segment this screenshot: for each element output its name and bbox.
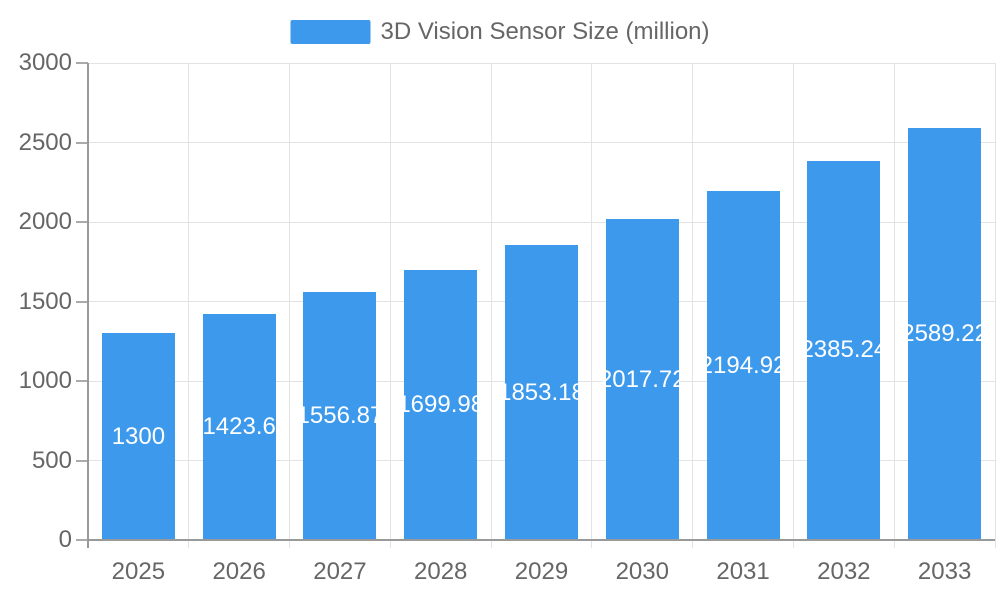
bar-2028[interactable] xyxy=(404,269,478,540)
y-axis-label-3000: 3000 xyxy=(18,49,72,76)
y-axis-label-2000: 2000 xyxy=(18,208,72,235)
y-tick-2000 xyxy=(76,221,88,223)
gridline-v-7 xyxy=(792,63,794,548)
x-axis-line xyxy=(87,539,995,541)
x-axis-label-2031: 2031 xyxy=(716,558,770,585)
legend[interactable]: 3D Vision Sensor Size (million) xyxy=(290,18,710,45)
bar-2033[interactable] xyxy=(908,128,982,540)
gridline-v-1 xyxy=(188,63,190,548)
y-tick-3000 xyxy=(76,62,88,64)
bar-2029[interactable] xyxy=(505,245,578,540)
y-axis-label-0: 0 xyxy=(58,526,72,553)
y-tick-1500 xyxy=(76,300,88,303)
y-axis-label-2500: 2500 xyxy=(18,128,72,156)
y-tick-1000 xyxy=(76,380,88,382)
gridline-h-2500 xyxy=(88,142,995,143)
bar-2030[interactable] xyxy=(605,219,679,540)
gridline-v-8 xyxy=(893,63,895,548)
gridline-v-6 xyxy=(692,63,694,548)
y-tick-500 xyxy=(76,459,88,462)
x-axis-label-2027: 2027 xyxy=(313,558,367,585)
gridline-h-2000 xyxy=(88,221,995,223)
x-axis-label-2026: 2026 xyxy=(212,558,266,585)
y-tick-0 xyxy=(76,539,88,541)
gridline-h-3000 xyxy=(88,62,995,64)
x-axis-label-2025: 2025 xyxy=(111,558,166,585)
gridline-v-3 xyxy=(389,63,391,548)
gridline-v-9 xyxy=(994,63,996,548)
bar-2027[interactable] xyxy=(303,292,377,540)
y-axis-label-500: 500 xyxy=(31,446,72,474)
legend-swatch xyxy=(290,20,371,44)
bar-2032[interactable] xyxy=(807,160,881,540)
bar-2025[interactable] xyxy=(101,333,175,540)
bar-2026[interactable] xyxy=(202,313,276,540)
y-axis-label-1500: 1500 xyxy=(18,287,72,315)
gridline-v-2 xyxy=(289,63,291,548)
legend-label: 3D Vision Sensor Size (million) xyxy=(380,18,710,45)
gridline-v-5 xyxy=(591,63,593,548)
x-axis-label-2029: 2029 xyxy=(514,558,569,585)
x-axis-label-2033: 2033 xyxy=(917,558,972,585)
y-axis-label-1000: 1000 xyxy=(18,367,72,394)
bar-2031[interactable] xyxy=(706,191,780,540)
x-axis-label-2030: 2030 xyxy=(615,558,669,585)
y-tick-2500 xyxy=(76,141,88,144)
x-axis-label-2032: 2032 xyxy=(817,558,871,585)
x-axis-label-2028: 2028 xyxy=(414,558,468,585)
gridline-v-4 xyxy=(490,63,492,548)
y-axis-line xyxy=(87,63,89,548)
